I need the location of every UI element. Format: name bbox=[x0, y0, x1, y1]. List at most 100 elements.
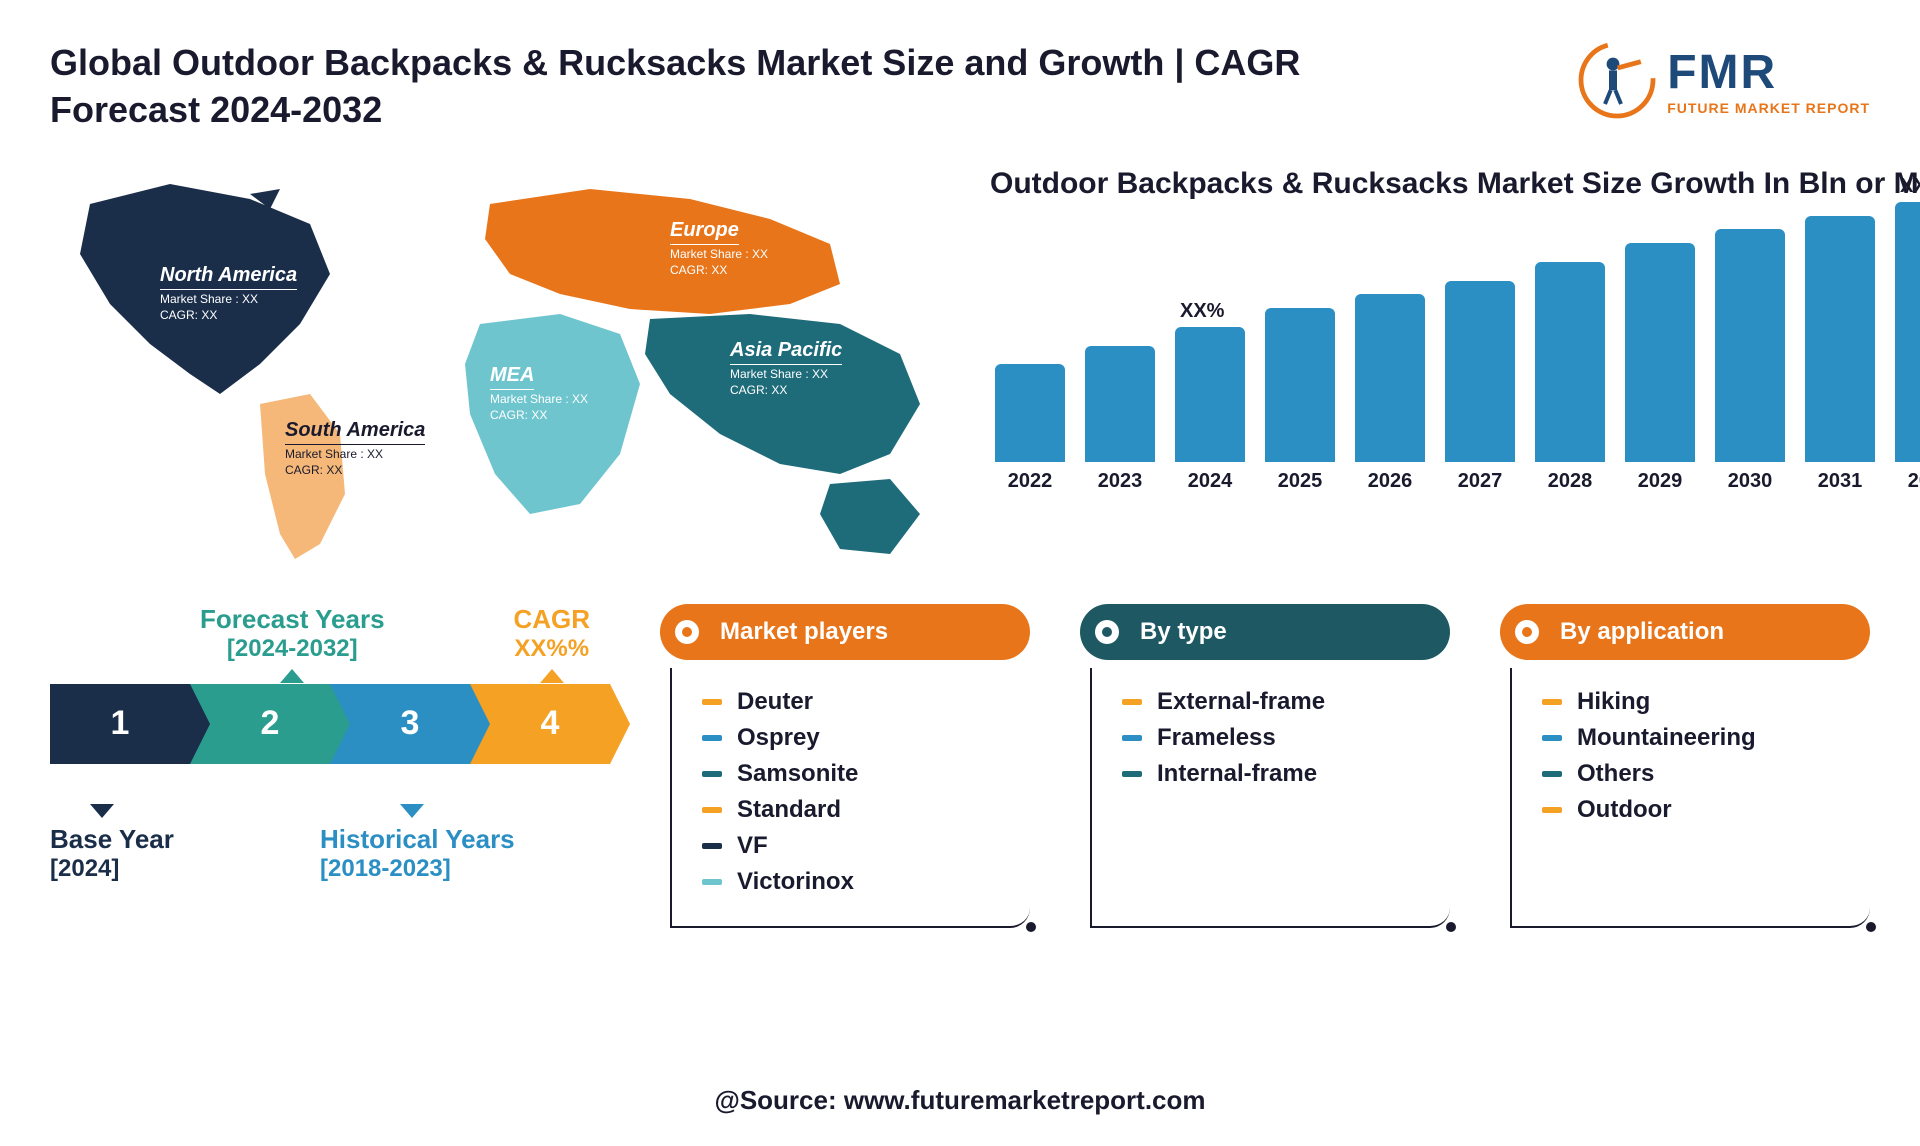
world-map: North America Market Share : XX CAGR: XX… bbox=[50, 164, 950, 564]
category-item-label: Samsonite bbox=[737, 760, 858, 788]
bar-wrap: 2022 bbox=[990, 364, 1070, 493]
arrow-up-icon bbox=[540, 669, 564, 683]
tl-sub: [2018-2023] bbox=[320, 855, 515, 883]
category-body: External-frame Frameless Internal-frame bbox=[1090, 668, 1450, 928]
source-attribution: @Source: www.futuremarketreport.com bbox=[714, 1085, 1205, 1116]
region-cagr: CAGR: XX bbox=[160, 308, 297, 322]
timeline: Forecast Years [2024-2032] CAGR XX%% 123… bbox=[50, 604, 610, 764]
bullet-inner-icon bbox=[1102, 627, 1112, 637]
category-item-label: Internal-frame bbox=[1157, 760, 1317, 788]
marker-icon bbox=[1542, 771, 1562, 777]
bar-wrap: 2029 bbox=[1620, 243, 1700, 492]
category-item: Internal-frame bbox=[1122, 760, 1440, 788]
chart-title: Outdoor Backpacks & Rucksacks Market Siz… bbox=[990, 164, 1920, 203]
bar-wrap: 2028 bbox=[1530, 262, 1610, 493]
bar-wrap: 2032 bbox=[1890, 202, 1920, 493]
bullet-inner-icon bbox=[682, 627, 692, 637]
category-item: Victorinox bbox=[702, 868, 1020, 896]
marker-icon bbox=[1122, 771, 1142, 777]
category-item: Deuter bbox=[702, 688, 1020, 716]
bar bbox=[1625, 243, 1695, 461]
region-mea: MEA Market Share : XX CAGR: XX bbox=[490, 364, 588, 422]
dot-icon bbox=[1515, 620, 1539, 644]
category-header: By application bbox=[1500, 604, 1870, 660]
bars-container: 2022202320242025202620272028202920302031… bbox=[990, 213, 1920, 493]
marker-icon bbox=[702, 843, 722, 849]
arrow-down-icon bbox=[90, 804, 114, 818]
bar-year-label: 2028 bbox=[1548, 470, 1593, 493]
marker-icon bbox=[702, 735, 722, 741]
region-share: Market Share : XX bbox=[670, 247, 768, 261]
region-cagr: CAGR: XX bbox=[670, 263, 768, 277]
page-title: Global Outdoor Backpacks & Rucksacks Mar… bbox=[50, 40, 1350, 134]
category-item: Others bbox=[1542, 760, 1860, 788]
logo-sub: FUTURE MARKET REPORT bbox=[1667, 100, 1870, 116]
tl-forecast: Forecast Years [2024-2032] bbox=[200, 604, 385, 683]
bar-year-label: 2029 bbox=[1638, 470, 1683, 493]
category-item: Samsonite bbox=[702, 760, 1020, 788]
bar-chart: Outdoor Backpacks & Rucksacks Market Siz… bbox=[990, 164, 1920, 564]
category-item: Hiking bbox=[1542, 688, 1860, 716]
category-header: By type bbox=[1080, 604, 1450, 660]
tl-cagr: CAGR XX%% bbox=[513, 604, 590, 683]
telescope-person-icon bbox=[1577, 40, 1657, 120]
arrow-down-icon bbox=[400, 804, 424, 818]
category-item-label: Standard bbox=[737, 796, 841, 824]
region-cagr: CAGR: XX bbox=[285, 463, 425, 477]
category-item-label: Frameless bbox=[1157, 724, 1276, 752]
category-title: Market players bbox=[720, 618, 888, 646]
bar bbox=[1085, 346, 1155, 462]
bar bbox=[1175, 327, 1245, 462]
tl-historical: Historical Years [2018-2023] bbox=[320, 804, 515, 883]
timeline-segment: 1 bbox=[50, 684, 190, 764]
tl-sub: [2024] bbox=[50, 855, 174, 883]
category-item-label: Deuter bbox=[737, 688, 813, 716]
category-item: VF bbox=[702, 832, 1020, 860]
category-item-label: Outdoor bbox=[1577, 796, 1672, 824]
bar-year-label: 2027 bbox=[1458, 470, 1503, 493]
bar bbox=[1895, 202, 1920, 462]
region-eu: Europe Market Share : XX CAGR: XX bbox=[670, 219, 768, 277]
category-item-label: Victorinox bbox=[737, 868, 854, 896]
bar-year-label: 2023 bbox=[1098, 470, 1143, 493]
region-name: Europe bbox=[670, 219, 739, 245]
bottom-section: Forecast Years [2024-2032] CAGR XX%% 123… bbox=[50, 604, 1870, 928]
tl-sub: [2024-2032] bbox=[200, 635, 385, 663]
tl-title: CAGR bbox=[513, 604, 590, 635]
bar bbox=[1355, 294, 1425, 461]
category-block: By application Hiking Mountaineering Others… bbox=[1500, 604, 1870, 928]
category-header: Market players bbox=[660, 604, 1030, 660]
category-item: Frameless bbox=[1122, 724, 1440, 752]
marker-icon bbox=[1122, 699, 1142, 705]
dot-icon bbox=[1095, 620, 1119, 644]
bar-wrap: 2031 bbox=[1800, 216, 1880, 493]
marker-icon bbox=[702, 807, 722, 813]
bar-year-label: 2031 bbox=[1818, 470, 1863, 493]
region-ap: Asia Pacific Market Share : XX CAGR: XX bbox=[730, 339, 842, 397]
bar-annotation: XX% bbox=[1180, 300, 1224, 323]
tl-base: Base Year [2024] bbox=[50, 804, 174, 883]
bar bbox=[995, 364, 1065, 462]
marker-icon bbox=[1542, 735, 1562, 741]
region-share: Market Share : XX bbox=[730, 367, 842, 381]
marker-icon bbox=[1542, 807, 1562, 813]
bullet-inner-icon bbox=[1522, 627, 1532, 637]
marker-icon bbox=[1122, 735, 1142, 741]
region-name: North America bbox=[160, 264, 297, 290]
category-item: External-frame bbox=[1122, 688, 1440, 716]
bar-wrap: 2030 bbox=[1710, 229, 1790, 492]
bar-year-label: 2026 bbox=[1368, 470, 1413, 493]
marker-icon bbox=[702, 771, 722, 777]
bar-wrap: 2024 bbox=[1170, 327, 1250, 493]
tl-title: Forecast Years bbox=[200, 604, 385, 635]
category-item: Outdoor bbox=[1542, 796, 1860, 824]
region-name: Asia Pacific bbox=[730, 339, 842, 365]
category-item: Mountaineering bbox=[1542, 724, 1860, 752]
bar bbox=[1265, 308, 1335, 461]
category-item-label: External-frame bbox=[1157, 688, 1325, 716]
tl-sub: XX%% bbox=[513, 635, 590, 663]
category-item: Osprey bbox=[702, 724, 1020, 752]
marker-icon bbox=[702, 699, 722, 705]
bar bbox=[1715, 229, 1785, 461]
category-title: By type bbox=[1140, 618, 1227, 646]
